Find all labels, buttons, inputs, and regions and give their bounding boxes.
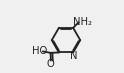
Text: NH₂: NH₂ — [73, 17, 92, 27]
Text: N: N — [70, 51, 78, 61]
Text: O: O — [47, 59, 55, 69]
Text: HO: HO — [32, 46, 48, 56]
